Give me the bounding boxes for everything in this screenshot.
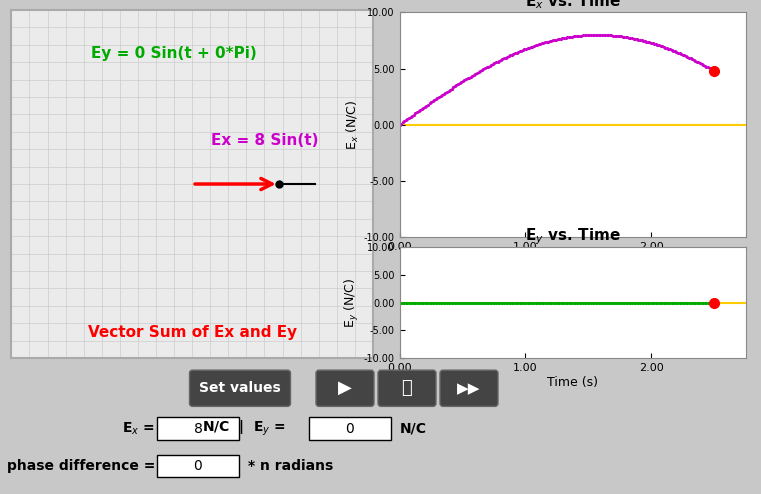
Text: ▶: ▶ bbox=[338, 379, 352, 397]
FancyBboxPatch shape bbox=[157, 454, 239, 477]
Text: Vector Sum of Ex and Ey: Vector Sum of Ex and Ey bbox=[88, 325, 297, 339]
Text: 0: 0 bbox=[193, 459, 202, 473]
Text: Ey = 0 Sin(t + 0*Pi): Ey = 0 Sin(t + 0*Pi) bbox=[91, 46, 257, 61]
Text: ⏸: ⏸ bbox=[402, 379, 412, 397]
Text: Ex = 8 Sin(t): Ex = 8 Sin(t) bbox=[211, 133, 318, 148]
FancyBboxPatch shape bbox=[189, 370, 291, 407]
Text: 8: 8 bbox=[193, 421, 202, 436]
Text: ▶▶: ▶▶ bbox=[457, 381, 481, 396]
Text: phase difference =: phase difference = bbox=[7, 459, 155, 473]
FancyBboxPatch shape bbox=[316, 370, 374, 407]
X-axis label: Time (s): Time (s) bbox=[547, 376, 598, 389]
FancyBboxPatch shape bbox=[378, 370, 436, 407]
Text: * n radians: * n radians bbox=[248, 459, 333, 473]
Title: E$_y$ vs. Time: E$_y$ vs. Time bbox=[524, 226, 621, 247]
FancyBboxPatch shape bbox=[440, 370, 498, 407]
FancyBboxPatch shape bbox=[157, 417, 239, 440]
Text: Set values: Set values bbox=[199, 381, 281, 395]
Text: N/C: N/C bbox=[400, 421, 427, 436]
Y-axis label: E$_y$ (N/C): E$_y$ (N/C) bbox=[343, 277, 361, 328]
Text: N/C  |  E$_y$ =: N/C | E$_y$ = bbox=[202, 419, 286, 438]
X-axis label: Time (s): Time (s) bbox=[547, 255, 598, 268]
FancyBboxPatch shape bbox=[309, 417, 391, 440]
Y-axis label: E$_x$ (N/C): E$_x$ (N/C) bbox=[345, 99, 361, 150]
Text: 0: 0 bbox=[345, 421, 355, 436]
Title: E$_x$ vs. Time: E$_x$ vs. Time bbox=[524, 0, 621, 11]
Text: E$_x$ =: E$_x$ = bbox=[123, 420, 155, 437]
